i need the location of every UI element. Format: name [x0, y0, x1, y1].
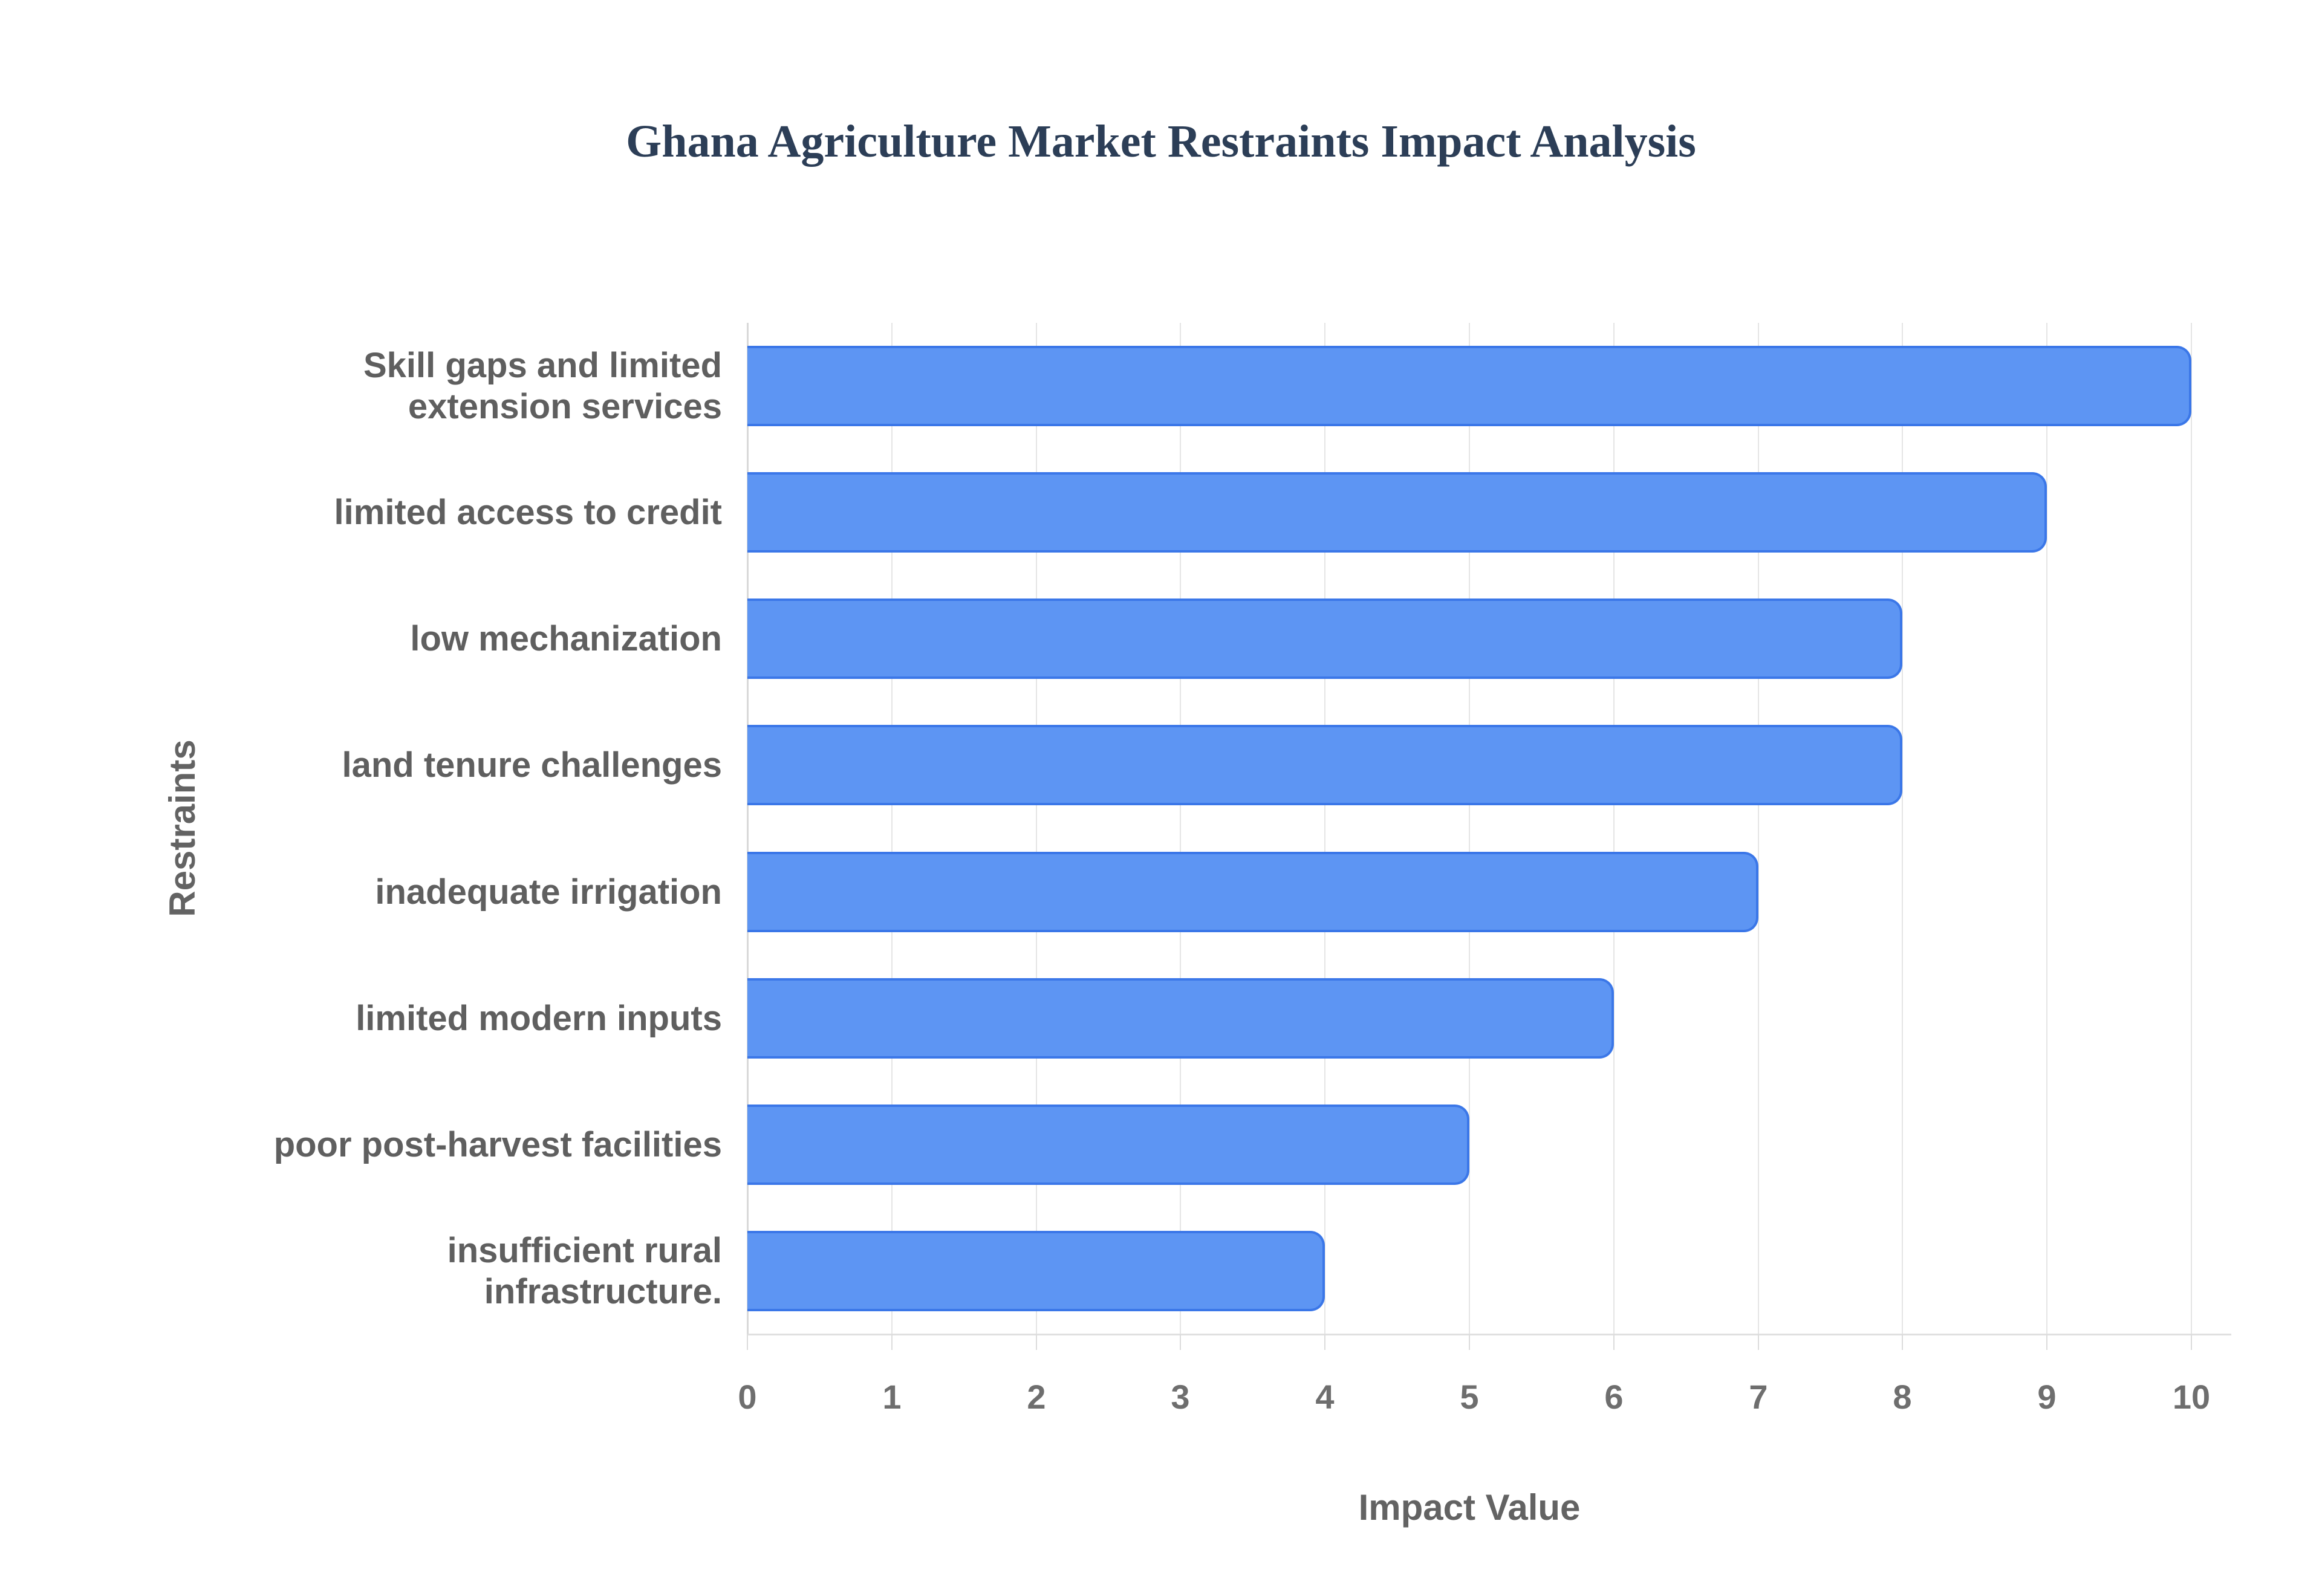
x-tick-label-9: 9	[2037, 1378, 2057, 1416]
category-label-line: inadequate irrigation	[375, 872, 722, 912]
category-label-line: limited modern inputs	[356, 998, 722, 1038]
x-tick-label-8: 8	[1893, 1378, 1912, 1416]
category-label-line: limited access to credit	[334, 492, 722, 532]
tick-mark-x-8	[1902, 1334, 1903, 1350]
gridline-x-8	[1902, 323, 1903, 1334]
category-label-3: low mechanization	[121, 576, 722, 702]
gridline-x-6	[1613, 323, 1615, 1334]
bar-6	[747, 978, 1614, 1059]
gridline-x-9	[2046, 323, 2047, 1334]
x-tick-label-10: 10	[2172, 1378, 2211, 1416]
category-label-line: insufficient rural	[447, 1230, 722, 1270]
x-tick-label-4: 4	[1315, 1378, 1335, 1416]
gridline-x-7	[1758, 323, 1759, 1334]
gridline-x-4	[1324, 323, 1325, 1334]
x-axis-title: Impact Value	[1358, 1487, 1581, 1528]
gridline-x-5	[1469, 323, 1470, 1334]
bar-7	[747, 1105, 1469, 1185]
x-axis-tick-labels: 0 1 2 3 4 5 6 7 8 9 10	[738, 1378, 2231, 1416]
tick-mark-x-6	[1613, 1334, 1615, 1350]
bar-8	[747, 1231, 1325, 1311]
bar-5	[747, 852, 1758, 932]
tick-mark-x-10	[2191, 1334, 2192, 1350]
bar-4	[747, 725, 1902, 805]
tick-mark-x-4	[1324, 1334, 1325, 1350]
x-tick-label-5: 5	[1460, 1378, 1479, 1416]
category-label-7: poor post-harvest facilities	[121, 1082, 722, 1208]
chart-title: Ghana Agriculture Market Restraints Impa…	[626, 116, 1696, 167]
tick-mark-x-3	[1180, 1334, 1181, 1350]
bar-2	[747, 472, 2047, 553]
x-tick-label-7: 7	[1749, 1378, 1768, 1416]
gridline-x-10	[2191, 323, 2192, 1334]
x-tick-label-0: 0	[738, 1378, 757, 1416]
category-label-line: low mechanization	[410, 618, 722, 658]
gridline-x-3	[1180, 323, 1181, 1334]
category-label-line: extension services	[408, 386, 722, 426]
x-tick-label-2: 2	[1027, 1378, 1046, 1416]
tick-mark-x-2	[1036, 1334, 1037, 1350]
x-axis-baseline	[747, 1334, 2231, 1335]
plot-area	[747, 323, 2231, 1350]
category-label-line: infrastructure.	[484, 1271, 722, 1311]
category-label-line: land tenure challenges	[342, 745, 722, 785]
tick-mark-x-1	[891, 1334, 893, 1350]
category-label-2: limited access to credit	[121, 449, 722, 576]
category-label-6: limited modern inputs	[121, 955, 722, 1082]
category-label-1: Skill gaps and limited extension services	[121, 323, 722, 449]
x-tick-label-1: 1	[882, 1378, 902, 1416]
y-axis-category-labels: Skill gaps and limited extension services…	[121, 323, 722, 1334]
category-label-4: land tenure challenges	[121, 702, 722, 828]
x-tick-label-3: 3	[1171, 1378, 1190, 1416]
x-tick-label-6: 6	[1604, 1378, 1624, 1416]
gridline-x-1	[891, 323, 893, 1334]
tick-mark-x-7	[1758, 1334, 1759, 1350]
tick-mark-x-9	[2046, 1334, 2047, 1350]
bar-1	[747, 346, 2191, 426]
category-label-line: poor post-harvest facilities	[273, 1124, 722, 1164]
gridline-x-2	[1036, 323, 1037, 1334]
bar-3	[747, 598, 1902, 679]
y-axis-line	[747, 323, 749, 1334]
tick-mark-x-0	[747, 1334, 748, 1350]
category-label-5: inadequate irrigation	[121, 829, 722, 955]
tick-mark-x-5	[1469, 1334, 1470, 1350]
category-label-8: insufficient rural infrastructure.	[121, 1208, 722, 1334]
category-label-line: Skill gaps and limited	[363, 345, 722, 385]
